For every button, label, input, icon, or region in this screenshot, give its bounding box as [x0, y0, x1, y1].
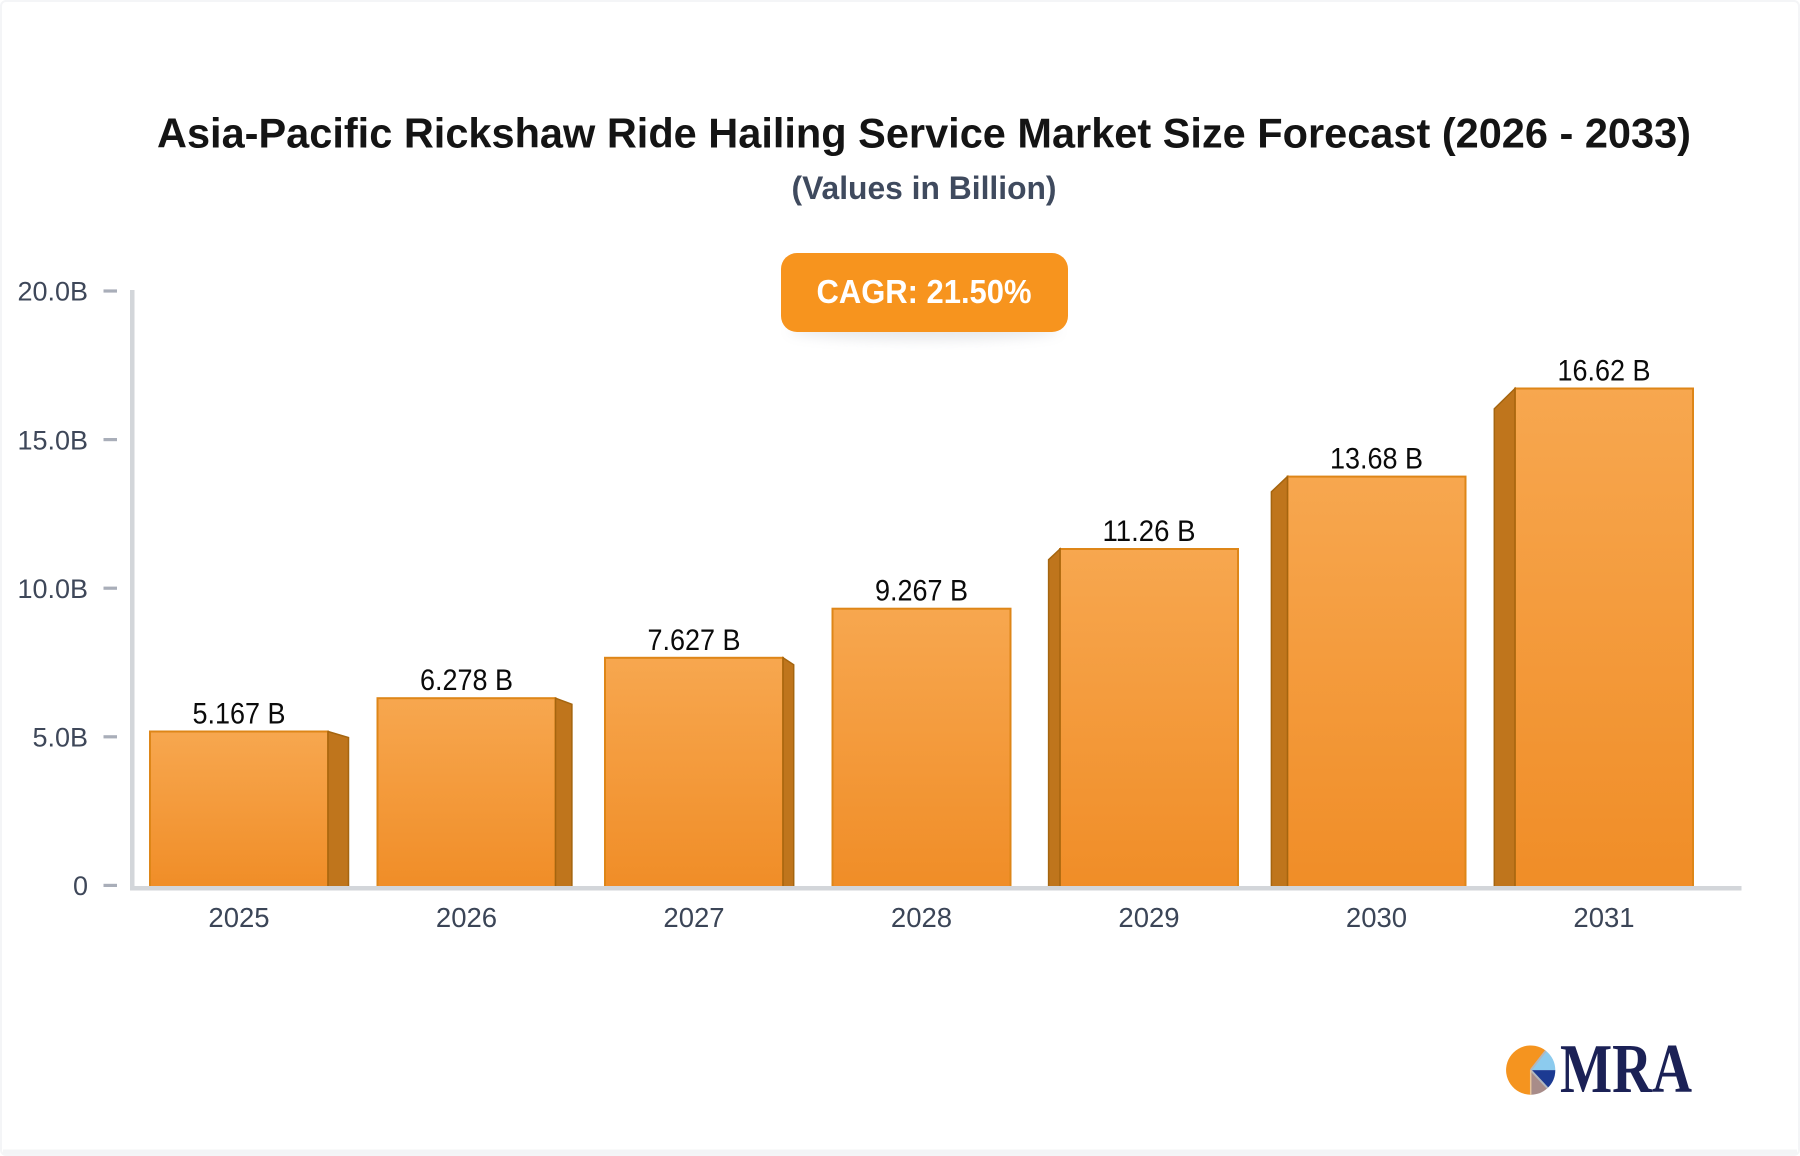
- svg-text:6.278 B: 6.278 B: [420, 664, 513, 697]
- svg-text:2030: 2030: [1346, 902, 1407, 933]
- svg-text:MRA: MRA: [1560, 1031, 1692, 1108]
- svg-text:20.0B: 20.0B: [17, 277, 88, 307]
- svg-text:0: 0: [73, 871, 88, 901]
- svg-text:15.0B: 15.0B: [17, 425, 88, 455]
- svg-text:2031: 2031: [1573, 902, 1634, 933]
- svg-text:16.62 B: 16.62 B: [1558, 355, 1651, 388]
- svg-text:2028: 2028: [891, 902, 952, 933]
- svg-text:Asia-Pacific Rickshaw Ride Hai: Asia-Pacific Rickshaw Ride Hailing Servi…: [157, 110, 1691, 157]
- svg-text:7.627 B: 7.627 B: [648, 624, 741, 657]
- svg-text:11.26 B: 11.26 B: [1103, 515, 1196, 548]
- svg-text:13.68 B: 13.68 B: [1330, 443, 1423, 476]
- svg-text:5.167 B: 5.167 B: [193, 698, 286, 731]
- svg-text:2027: 2027: [663, 902, 724, 933]
- svg-text:2025: 2025: [208, 902, 269, 933]
- svg-text:10.0B: 10.0B: [17, 574, 88, 604]
- svg-text:2026: 2026: [436, 902, 497, 933]
- svg-text:2029: 2029: [1118, 902, 1179, 933]
- svg-text:9.267 B: 9.267 B: [875, 575, 968, 608]
- svg-text:CAGR: 21.50%: CAGR: 21.50%: [817, 273, 1032, 310]
- svg-text:5.0B: 5.0B: [32, 723, 88, 753]
- svg-text:(Values in Billion): (Values in Billion): [792, 170, 1057, 206]
